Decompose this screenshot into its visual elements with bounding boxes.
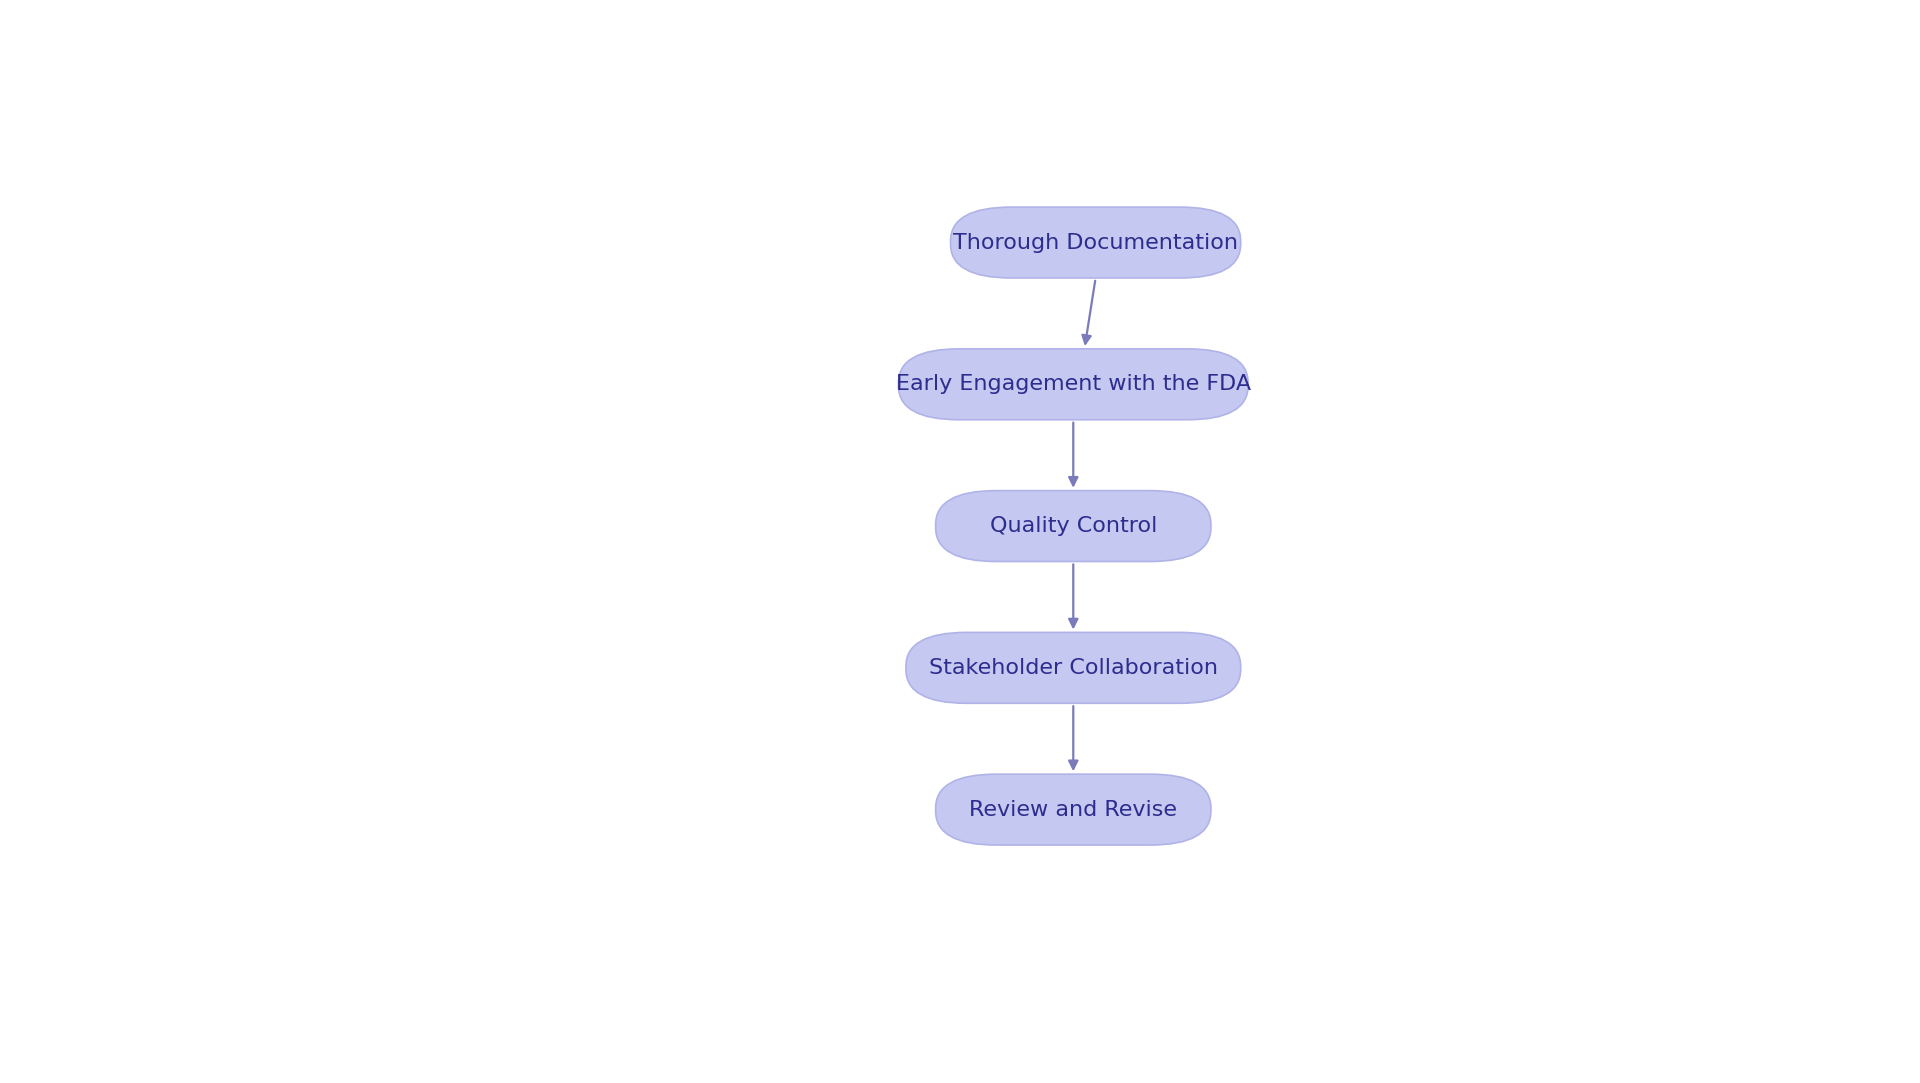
FancyBboxPatch shape <box>899 349 1248 420</box>
Text: Thorough Documentation: Thorough Documentation <box>952 233 1238 252</box>
Text: Quality Control: Quality Control <box>989 517 1158 536</box>
Text: Stakeholder Collaboration: Stakeholder Collaboration <box>929 657 1217 678</box>
FancyBboxPatch shape <box>950 207 1240 278</box>
FancyBboxPatch shape <box>935 491 1212 561</box>
Text: Early Engagement with the FDA: Early Engagement with the FDA <box>897 375 1250 394</box>
FancyBboxPatch shape <box>906 632 1240 703</box>
FancyBboxPatch shape <box>935 774 1212 845</box>
Text: Review and Revise: Review and Revise <box>970 799 1177 820</box>
